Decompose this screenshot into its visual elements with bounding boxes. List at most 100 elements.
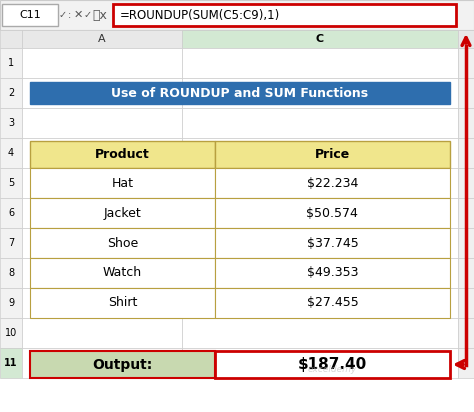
Bar — [113, 4, 456, 26]
Bar — [182, 138, 458, 168]
Text: 4: 4 — [8, 148, 14, 158]
Text: $27.455: $27.455 — [307, 297, 358, 309]
Bar — [22, 78, 182, 108]
Bar — [458, 288, 474, 318]
Text: 7: 7 — [8, 238, 14, 248]
Bar — [182, 108, 458, 138]
Bar — [22, 258, 182, 288]
Text: 11: 11 — [4, 358, 18, 368]
Text: Product: Product — [95, 148, 150, 161]
Text: 8: 8 — [8, 268, 14, 278]
Bar — [215, 288, 450, 318]
Bar — [30, 228, 215, 258]
Bar — [182, 78, 458, 108]
Bar — [0, 228, 22, 258]
Text: 𝑓x: 𝑓x — [92, 9, 108, 21]
Text: A: A — [98, 34, 106, 44]
Bar — [22, 198, 182, 228]
Bar — [0, 108, 22, 138]
Bar — [458, 258, 474, 288]
Text: Jacket: Jacket — [103, 206, 141, 220]
Text: Shoe: Shoe — [107, 236, 138, 250]
Bar — [0, 48, 22, 78]
Bar — [182, 228, 458, 258]
Bar — [30, 288, 215, 318]
Bar — [30, 351, 215, 378]
Text: $22.234: $22.234 — [307, 176, 358, 190]
Text: ✕: ✕ — [73, 10, 82, 20]
Text: $187.40: $187.40 — [298, 357, 367, 372]
Bar — [458, 198, 474, 228]
Text: 9: 9 — [8, 298, 14, 308]
Text: Use of ROUNDUP and SUM Functions: Use of ROUNDUP and SUM Functions — [111, 87, 369, 100]
Bar — [22, 108, 182, 138]
Text: 3: 3 — [8, 118, 14, 128]
Bar — [0, 198, 22, 228]
Bar — [458, 30, 474, 48]
Bar — [0, 288, 22, 318]
Text: Shirt: Shirt — [108, 297, 137, 309]
Text: C11: C11 — [19, 10, 41, 20]
Text: Hat: Hat — [111, 176, 133, 190]
Bar — [0, 78, 22, 108]
Bar — [215, 168, 450, 198]
Text: $50.574: $50.574 — [307, 206, 358, 220]
Bar — [22, 48, 182, 78]
Bar — [182, 348, 458, 378]
Text: :: : — [68, 10, 72, 20]
Bar — [458, 108, 474, 138]
Bar — [30, 141, 215, 168]
Text: $37.745: $37.745 — [307, 236, 358, 250]
Bar — [22, 318, 182, 348]
Bar — [0, 168, 22, 198]
Bar — [458, 318, 474, 348]
Bar — [458, 138, 474, 168]
Bar — [215, 351, 450, 378]
Bar — [22, 228, 182, 258]
Text: 5: 5 — [8, 178, 14, 188]
Bar — [215, 141, 450, 168]
Bar — [458, 78, 474, 108]
Bar — [0, 138, 22, 168]
Bar — [0, 348, 22, 378]
Text: exceldemy: exceldemy — [308, 365, 357, 374]
Bar — [458, 48, 474, 78]
Text: ✓: ✓ — [84, 10, 92, 20]
Bar — [182, 30, 458, 48]
Bar — [215, 258, 450, 288]
Bar — [182, 288, 458, 318]
Bar — [22, 348, 182, 378]
Text: 6: 6 — [8, 208, 14, 218]
Text: $49.353: $49.353 — [307, 267, 358, 279]
Bar — [182, 258, 458, 288]
Bar — [22, 30, 182, 48]
Text: Price: Price — [315, 148, 350, 161]
Bar — [458, 348, 474, 378]
Bar — [22, 168, 182, 198]
Bar — [2, 4, 58, 26]
Text: 1: 1 — [8, 58, 14, 68]
Bar — [182, 48, 458, 78]
Text: =ROUNDUP(SUM(C5:C9),1): =ROUNDUP(SUM(C5:C9),1) — [120, 9, 280, 21]
Bar — [22, 138, 182, 168]
Bar — [30, 258, 215, 288]
Bar — [458, 228, 474, 258]
Text: 2: 2 — [8, 88, 14, 98]
Text: Watch: Watch — [103, 267, 142, 279]
Bar — [458, 168, 474, 198]
Bar — [182, 318, 458, 348]
Bar — [182, 198, 458, 228]
Bar — [30, 82, 450, 104]
Bar — [0, 258, 22, 288]
Bar — [215, 198, 450, 228]
Bar — [215, 228, 450, 258]
Text: ✓: ✓ — [59, 10, 67, 20]
Bar — [22, 288, 182, 318]
Bar — [30, 168, 215, 198]
Text: C: C — [316, 34, 324, 44]
Bar — [0, 30, 22, 48]
Bar — [30, 198, 215, 228]
Text: 10: 10 — [5, 328, 17, 338]
Bar — [0, 0, 474, 30]
Text: Output:: Output: — [92, 358, 153, 372]
